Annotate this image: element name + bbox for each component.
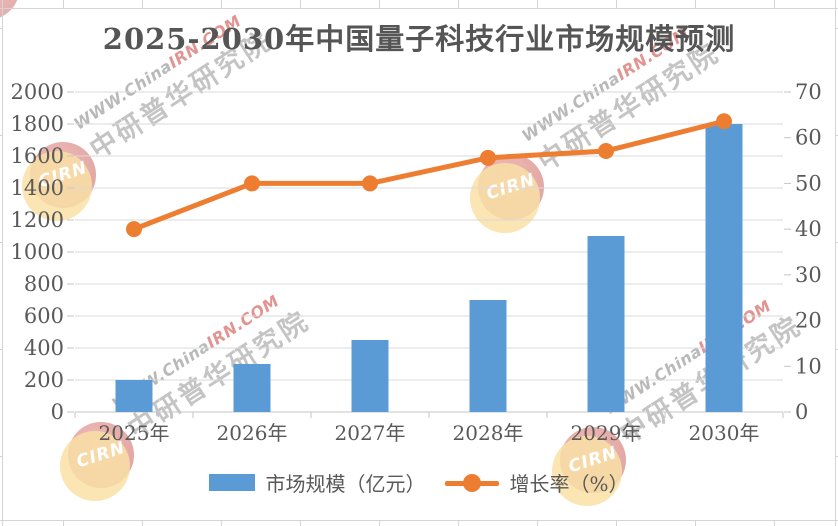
legend-line-marker-icon — [463, 473, 482, 492]
x-axis-category-label: 2027年 — [335, 421, 406, 445]
legend-line-swatch — [445, 473, 500, 492]
left-axis-tick-label: 1600 — [11, 144, 64, 168]
x-axis-category-label: 2028年 — [453, 421, 524, 445]
left-axis-tick-label: 1400 — [11, 176, 64, 200]
x-axis-category-label: 2026年 — [217, 421, 288, 445]
x-axis-category-label: 2030年 — [689, 421, 760, 445]
right-axis-tick-label: 30 — [795, 263, 822, 287]
growth-rate-line[interactable] — [131, 118, 727, 232]
left-axis-tick-label: 1200 — [11, 208, 64, 232]
left-axis-tick-label: 800 — [24, 272, 64, 296]
right-axis-tick-label: 50 — [795, 171, 822, 195]
left-axis-tick-label: 400 — [24, 336, 64, 360]
right-axis-tick-label: 40 — [795, 217, 822, 241]
right-axis-tick-label: 20 — [795, 309, 822, 333]
line-marker-2026年[interactable] — [244, 175, 260, 192]
legend-bar-swatch — [209, 474, 256, 491]
left-axis-tick-label: 1800 — [11, 112, 64, 136]
right-axis-tick-label: 10 — [795, 354, 822, 378]
line-marker-2028年[interactable] — [480, 149, 496, 166]
legend-bar-label: 市场规模（亿元） — [265, 472, 426, 496]
left-axis-tick-label: 2000 — [11, 80, 64, 104]
chart-title[interactable]: 2025-2030年中国量子科技行业市场规模预测 — [102, 22, 736, 56]
right-axis-tick-label: 0 — [795, 400, 808, 424]
bar-2028年[interactable] — [469, 300, 507, 412]
right-axis-tick-label: 70 — [795, 80, 822, 104]
line-marker-2029年[interactable] — [598, 142, 614, 159]
bar-2026年[interactable] — [233, 364, 271, 412]
left-axis-tick-label: 200 — [24, 368, 64, 392]
bar-2029年[interactable] — [587, 236, 625, 412]
left-axis-tick-label: 1000 — [11, 240, 64, 264]
right-axis-tick-label: 60 — [795, 126, 822, 150]
legend-item-line[interactable]: 增长率（%） — [445, 468, 629, 497]
chart-legend[interactable]: 市场规模（亿元） 增长率（%） — [0, 468, 838, 497]
line-marker-2027年[interactable] — [362, 175, 378, 192]
x-axis-category-label: 2025年 — [99, 421, 170, 445]
line-marker-2025年[interactable] — [126, 221, 142, 238]
left-axis-tick-label: 0 — [51, 400, 64, 424]
legend-line-label: 增长率（%） — [509, 472, 629, 496]
bar-2027年[interactable] — [351, 340, 389, 412]
line-marker-2030年[interactable] — [716, 113, 732, 130]
bar-2030年[interactable] — [705, 124, 743, 412]
left-axis-tick-label: 600 — [24, 304, 64, 328]
bar-2025年[interactable] — [115, 380, 153, 412]
legend-item-bar[interactable]: 市场规模（亿元） — [209, 468, 425, 497]
x-axis-category-label: 2029年 — [571, 421, 642, 445]
